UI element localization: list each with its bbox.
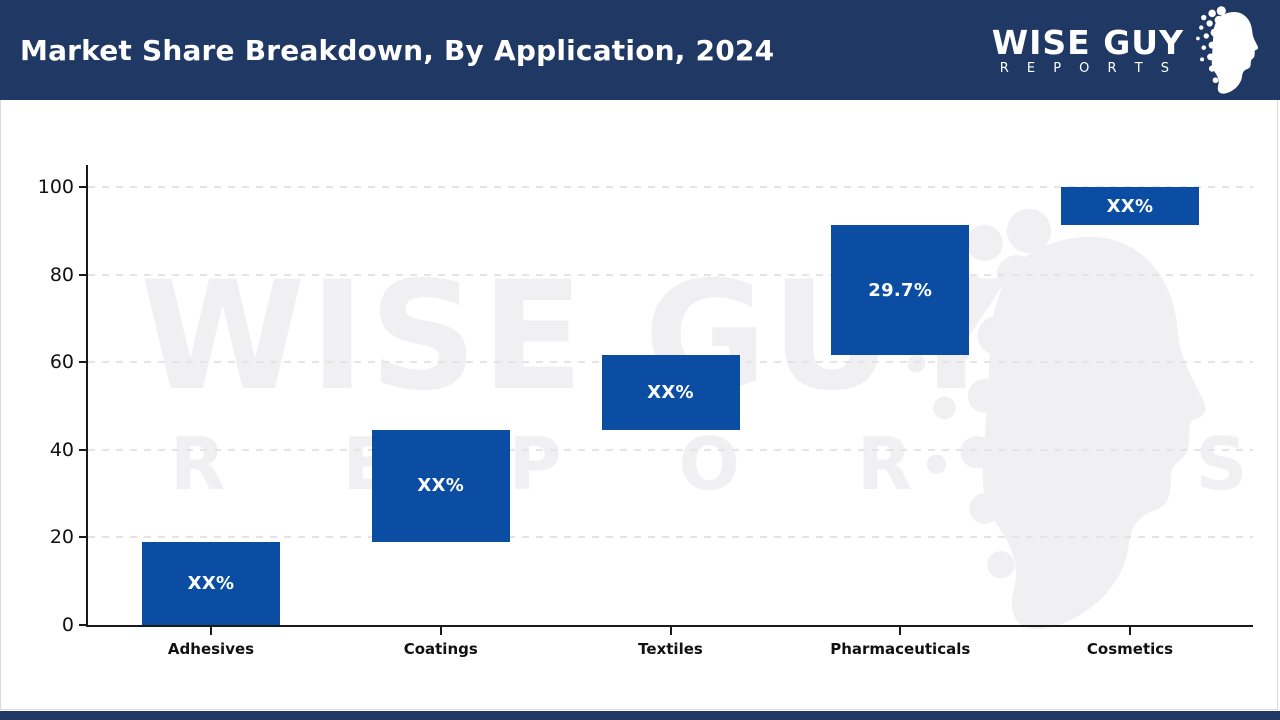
y-tick-mark — [79, 448, 87, 451]
x-tick-mark — [669, 627, 672, 635]
bar-adhesives: XX% — [142, 541, 280, 625]
bar-coatings: XX% — [371, 430, 510, 542]
y-tick-label: 40 — [49, 438, 74, 461]
x-tick-label-coatings: Coatings — [403, 640, 478, 658]
y-tick-label: 60 — [49, 351, 74, 374]
y-tick-label: 20 — [49, 526, 74, 549]
bar-value-label: XX% — [1106, 195, 1154, 217]
gridline-y-40 — [88, 448, 1253, 451]
bar-value-label: XX% — [417, 475, 465, 497]
bar-value-label: XX% — [647, 382, 694, 404]
y-tick-mark — [79, 361, 87, 364]
y-tick-label: 80 — [49, 263, 74, 286]
x-tick-label-adhesives: Adhesives — [167, 640, 255, 658]
bar-textiles: XX% — [601, 355, 740, 431]
bar-value-label: 29.7% — [868, 279, 933, 301]
y-tick-label: 100 — [37, 176, 74, 198]
gridline-y-80 — [88, 273, 1253, 276]
footer-bar — [0, 711, 1280, 720]
logo-subtitle: R E P O R T S — [999, 61, 1177, 77]
x-tick-label-textiles: Textiles — [638, 640, 703, 658]
gridline-y-20 — [88, 536, 1253, 539]
bar-cosmetics: XX% — [1061, 187, 1199, 226]
x-tick-mark — [1129, 627, 1131, 635]
y-tick-mark — [79, 273, 87, 276]
y-tick-mark — [79, 624, 87, 626]
x-tick-mark — [210, 627, 212, 635]
wise-guy-reports-logo: WISE GUY R E P O R T S — [992, 5, 1266, 97]
bar-value-label: XX% — [187, 572, 235, 594]
x-tick-mark — [439, 627, 442, 635]
x-tick-mark — [899, 627, 902, 635]
x-axis-spine — [86, 625, 1253, 627]
gridline-y-100 — [88, 186, 1253, 188]
x-tick-label-pharmaceuticals: Pharmaceuticals — [830, 640, 971, 658]
y-tick-mark — [79, 536, 87, 539]
y-axis-spine — [86, 165, 88, 625]
logo-wordmark: WISE GUY — [991, 22, 1184, 62]
y-tick-label: 0 — [61, 614, 74, 636]
bar-pharmaceuticals: 29.7% — [831, 225, 970, 356]
x-tick-label-cosmetics: Cosmetics — [1086, 640, 1174, 658]
header-bar: Market Share Breakdown, By Application, … — [0, 0, 1280, 100]
page-title: Market Share Breakdown, By Application, … — [20, 33, 775, 67]
logo-text: WISE GUY R E P O R T S — [991, 22, 1184, 77]
y-tick-mark — [79, 186, 87, 188]
